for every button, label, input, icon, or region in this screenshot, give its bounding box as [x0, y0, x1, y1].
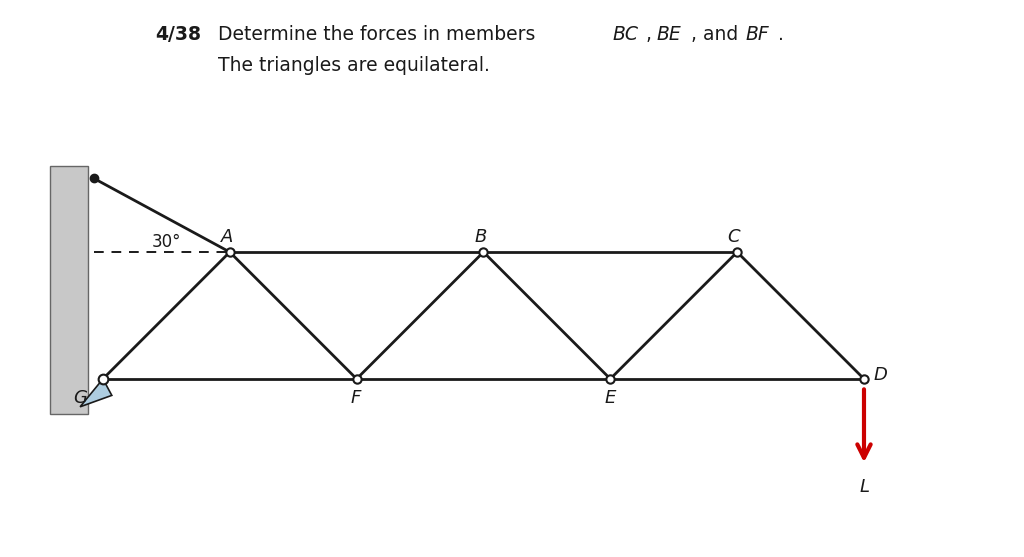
Text: Determine the forces in members: Determine the forces in members — [218, 25, 542, 44]
Text: BC: BC — [612, 25, 638, 44]
Text: $\mathit{G}$: $\mathit{G}$ — [73, 389, 88, 407]
Text: 4/38: 4/38 — [156, 25, 202, 44]
Text: $\mathit{A}$: $\mathit{A}$ — [220, 228, 234, 246]
Text: $\mathit{E}$: $\mathit{E}$ — [603, 389, 617, 407]
Polygon shape — [49, 166, 88, 414]
Text: BE: BE — [656, 25, 681, 44]
Text: $\mathit{C}$: $\mathit{C}$ — [727, 228, 741, 246]
Text: .: . — [778, 25, 784, 44]
Text: $\mathit{F}$: $\mathit{F}$ — [350, 389, 362, 407]
Polygon shape — [80, 379, 112, 407]
Text: BF: BF — [745, 25, 769, 44]
Text: $\mathit{B}$: $\mathit{B}$ — [474, 228, 487, 246]
Text: , and: , and — [691, 25, 738, 44]
Text: $\mathit{D}$: $\mathit{D}$ — [873, 366, 888, 384]
Text: The triangles are equilateral.: The triangles are equilateral. — [218, 56, 490, 75]
Text: $\mathit{L}$: $\mathit{L}$ — [858, 478, 869, 496]
Text: 30°: 30° — [152, 233, 181, 251]
Text: ,: , — [645, 25, 651, 44]
